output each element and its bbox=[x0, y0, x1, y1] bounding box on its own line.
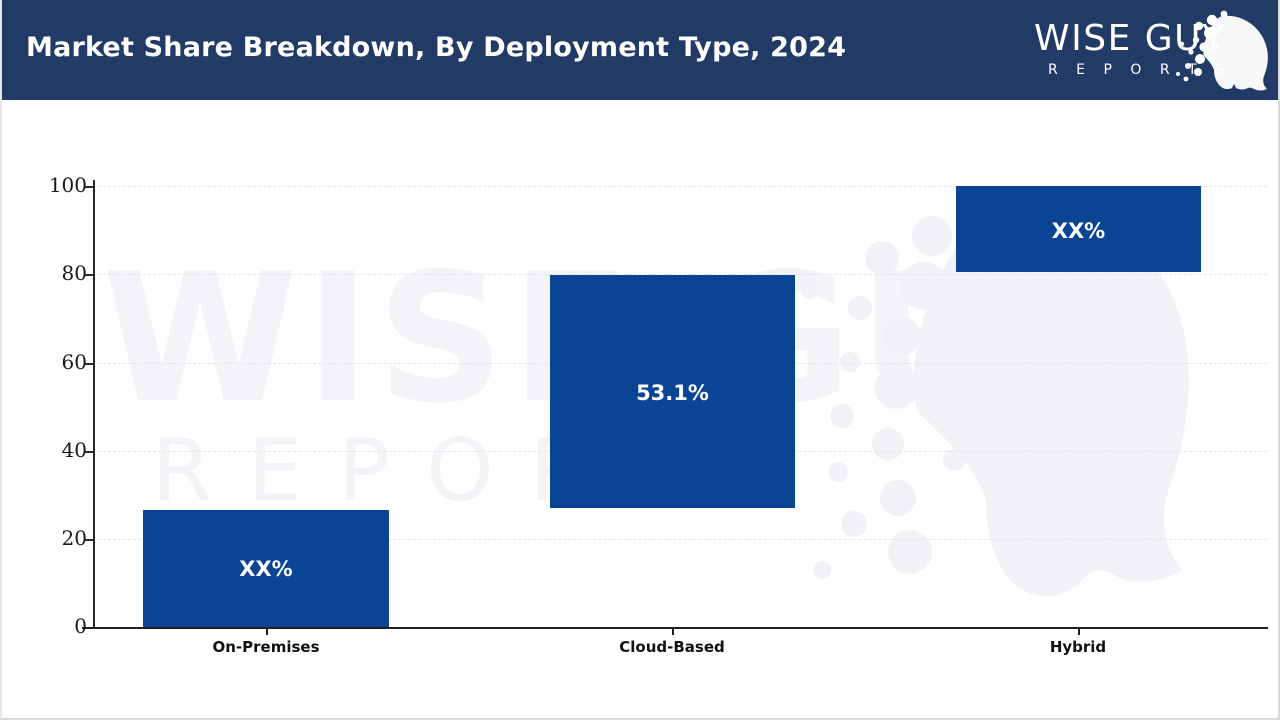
bar-label-cloud-based: 53.1% bbox=[636, 381, 709, 405]
x-axis-spine bbox=[82, 627, 1268, 629]
y-tick-mark-100 bbox=[84, 186, 93, 188]
x-tick-mark-hybrid bbox=[1078, 627, 1080, 635]
x-axis-label-on-premises: On-Premises bbox=[212, 638, 320, 656]
bars: XX% 53.1% XX% bbox=[2, 100, 1278, 718]
y-tick-mark-60 bbox=[84, 363, 93, 365]
gridline-100 bbox=[93, 186, 1267, 187]
wise-guy-reports-logo: WISE GUY R E P O R T S bbox=[1034, 10, 1268, 91]
y-axis-spine bbox=[93, 180, 95, 628]
bar-cloud-based[interactable] bbox=[550, 275, 795, 508]
page-title: Market Share Breakdown, By Deployment Ty… bbox=[26, 32, 847, 63]
x-axis-label-cloud-based: Cloud-Based bbox=[619, 638, 725, 656]
logo-line1: WISE GUY bbox=[1034, 18, 1226, 59]
x-tick-mark-on-premises bbox=[266, 627, 268, 635]
y-tick-label-40: 40 bbox=[61, 438, 87, 462]
y-tick-mark-40 bbox=[84, 451, 93, 453]
gridline-20 bbox=[93, 539, 1267, 540]
x-axis-label-hybrid: Hybrid bbox=[1049, 638, 1107, 656]
bar-label-hybrid: XX% bbox=[1051, 219, 1106, 243]
y-tick-label-20: 20 bbox=[61, 526, 87, 550]
gridline-80 bbox=[93, 274, 1267, 275]
chart-plot-area: WISE GUY REPORTS bbox=[2, 100, 1278, 718]
bar-on-premises[interactable] bbox=[143, 510, 389, 627]
y-tick-label-100: 100 bbox=[48, 173, 87, 197]
bar-hybrid[interactable] bbox=[956, 186, 1201, 272]
x-tick-mark-cloud-based bbox=[672, 627, 674, 635]
bar-label-on-premises: XX% bbox=[239, 557, 293, 581]
y-tick-label-0: 0 bbox=[74, 614, 87, 638]
y-tick-label-80: 80 bbox=[61, 261, 87, 285]
y-tick-mark-80 bbox=[84, 274, 93, 276]
y-tick-mark-20 bbox=[84, 539, 93, 541]
header-bar: Market Share Breakdown, By Deployment Ty… bbox=[2, 0, 1278, 100]
y-tick-label-60: 60 bbox=[61, 350, 87, 374]
logo-line2: R E P O R T S bbox=[1048, 62, 1231, 78]
axes: 100 80 60 40 20 0 On-Premises Cloud-Base… bbox=[2, 100, 1278, 718]
